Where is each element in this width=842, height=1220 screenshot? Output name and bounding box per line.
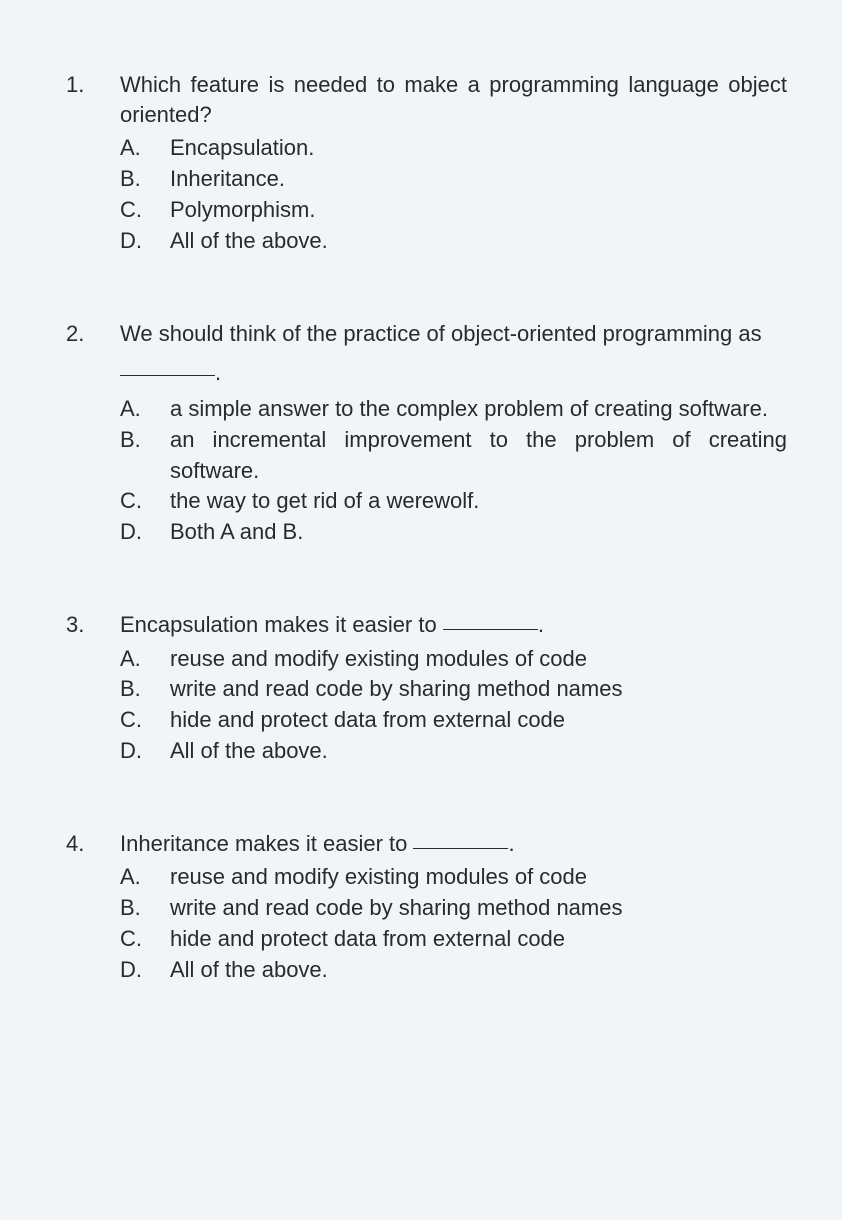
option-text: Polymorphism. — [170, 195, 787, 226]
option-letter: A. — [120, 644, 170, 675]
question-content: Which feature is needed to make a progra… — [120, 70, 787, 257]
option-text: a simple answer to the complex problem o… — [170, 394, 787, 425]
question-number: 1. — [60, 70, 120, 100]
option-text: hide and protect data from external code — [170, 924, 787, 955]
option-text: write and read code by sharing method na… — [170, 893, 787, 924]
question-text: Which feature is needed to make a progra… — [120, 70, 787, 129]
question-block: 4.Inheritance makes it easier to .A.reus… — [60, 829, 787, 986]
question-text: Encapsulation makes it easier to . — [120, 610, 787, 640]
option-text: hide and protect data from external code — [170, 705, 787, 736]
options-list: A.reuse and modify existing modules of c… — [120, 862, 787, 985]
option-text: Inheritance. — [170, 164, 787, 195]
option-letter: A. — [120, 133, 170, 164]
option-letter: D. — [120, 226, 170, 257]
option-row: C.the way to get rid of a werewolf. — [120, 486, 787, 517]
question-block: 2.We should think of the practice of obj… — [60, 319, 787, 548]
question-content: Inheritance makes it easier to .A.reuse … — [120, 829, 787, 986]
option-row: A.Encapsulation. — [120, 133, 787, 164]
option-letter: C. — [120, 486, 170, 517]
option-text: the way to get rid of a werewolf. — [170, 486, 787, 517]
fill-blank — [413, 848, 508, 849]
blank-line: . — [120, 358, 787, 388]
option-row: A.a simple answer to the complex problem… — [120, 394, 787, 425]
option-letter: B. — [120, 164, 170, 195]
blank-suffix: . — [508, 831, 514, 856]
question-content: Encapsulation makes it easier to . A.reus… — [120, 610, 787, 767]
option-letter: A. — [120, 394, 170, 425]
option-text: write and read code by sharing method na… — [170, 674, 787, 705]
blank-suffix: . — [538, 612, 544, 637]
option-letter: D. — [120, 517, 170, 548]
question-block: 1.Which feature is needed to make a prog… — [60, 70, 787, 257]
question-text: We should think of the practice of objec… — [120, 319, 787, 349]
option-letter: B. — [120, 425, 170, 456]
option-row: D.All of the above. — [120, 736, 787, 767]
option-row: B.write and read code by sharing method … — [120, 674, 787, 705]
question-text-pre: Encapsulation makes it easier to — [120, 612, 443, 637]
option-letter: D. — [120, 955, 170, 986]
question-number: 2. — [60, 319, 120, 349]
option-row: C.Polymorphism. — [120, 195, 787, 226]
option-text: reuse and modify existing modules of cod… — [170, 862, 787, 893]
question-block: 3.Encapsulation makes it easier to . A.re… — [60, 610, 787, 767]
option-row: C.hide and protect data from external co… — [120, 705, 787, 736]
option-row: D.All of the above. — [120, 226, 787, 257]
option-text: All of the above. — [170, 955, 787, 986]
fill-blank — [443, 629, 538, 630]
options-list: A.a simple answer to the complex problem… — [120, 394, 787, 548]
blank-suffix: . — [215, 360, 221, 385]
option-text: Both A and B. — [170, 517, 787, 548]
option-letter: C. — [120, 924, 170, 955]
option-row: D.All of the above. — [120, 955, 787, 986]
options-list: A.reuse and modify existing modules of c… — [120, 644, 787, 767]
option-text: Encapsulation. — [170, 133, 787, 164]
question-number: 4. — [60, 829, 120, 859]
option-row: B.Inheritance. — [120, 164, 787, 195]
options-list: A.Encapsulation.B.Inheritance.C.Polymorp… — [120, 133, 787, 256]
option-row: C.hide and protect data from external co… — [120, 924, 787, 955]
question-row: 2.We should think of the practice of obj… — [60, 319, 787, 548]
option-letter: A. — [120, 862, 170, 893]
question-row: 4.Inheritance makes it easier to .A.reus… — [60, 829, 787, 986]
question-number: 3. — [60, 610, 120, 640]
option-text: All of the above. — [170, 226, 787, 257]
option-row: D.Both A and B. — [120, 517, 787, 548]
question-content: We should think of the practice of objec… — [120, 319, 787, 548]
option-row: A.reuse and modify existing modules of c… — [120, 644, 787, 675]
fill-blank — [120, 375, 215, 376]
option-text: an incremental improvement to the proble… — [170, 425, 787, 487]
question-row: 3.Encapsulation makes it easier to . A.re… — [60, 610, 787, 767]
option-letter: B. — [120, 674, 170, 705]
question-row: 1.Which feature is needed to make a prog… — [60, 70, 787, 257]
option-letter: C. — [120, 195, 170, 226]
question-text-pre: Inheritance makes it easier to — [120, 831, 413, 856]
option-text: reuse and modify existing modules of cod… — [170, 644, 787, 675]
option-letter: D. — [120, 736, 170, 767]
questions-container: 1.Which feature is needed to make a prog… — [60, 70, 787, 986]
option-letter: C. — [120, 705, 170, 736]
question-text: Inheritance makes it easier to . — [120, 829, 787, 859]
option-text: All of the above. — [170, 736, 787, 767]
option-row: B.write and read code by sharing method … — [120, 893, 787, 924]
option-row: B.an incremental improvement to the prob… — [120, 425, 787, 487]
option-letter: B. — [120, 893, 170, 924]
option-row: A.reuse and modify existing modules of c… — [120, 862, 787, 893]
